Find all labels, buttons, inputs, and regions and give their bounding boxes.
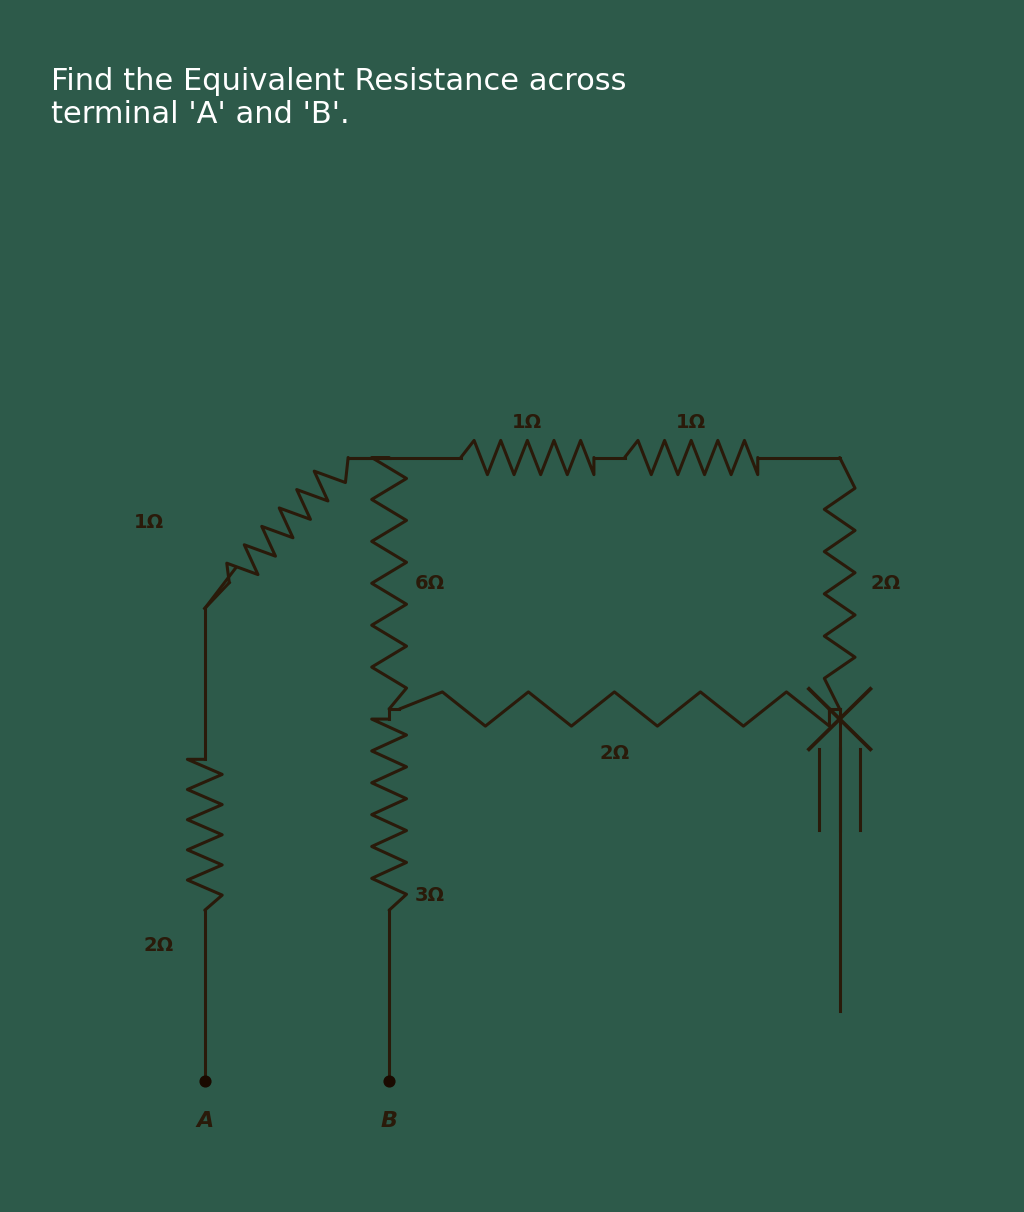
- Text: 6Ω: 6Ω: [415, 573, 444, 593]
- Text: 3Ω: 3Ω: [415, 886, 444, 904]
- Text: 1Ω: 1Ω: [512, 413, 543, 433]
- Text: 2Ω: 2Ω: [144, 936, 174, 955]
- Text: Find the Equivalent Resistance across
terminal 'A' and 'B'.: Find the Equivalent Resistance across te…: [51, 67, 627, 130]
- Text: 1Ω: 1Ω: [676, 413, 707, 433]
- Text: A: A: [197, 1111, 213, 1132]
- Text: B: B: [381, 1111, 397, 1132]
- Text: 2Ω: 2Ω: [599, 744, 630, 764]
- Point: [197, 1071, 213, 1091]
- Point: [381, 1071, 397, 1091]
- Text: 1Ω: 1Ω: [134, 514, 164, 532]
- Text: 2Ω: 2Ω: [870, 573, 900, 593]
